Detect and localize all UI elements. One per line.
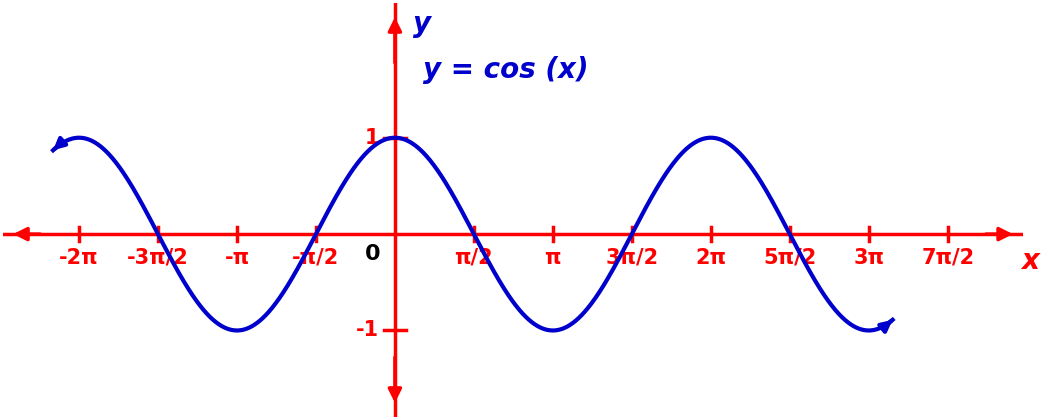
- Text: -1: -1: [355, 320, 379, 341]
- Text: 7π/2: 7π/2: [921, 247, 974, 268]
- Text: 1: 1: [365, 128, 379, 148]
- Text: -3π/2: -3π/2: [127, 247, 189, 268]
- Text: y: y: [413, 10, 430, 39]
- Text: x: x: [1021, 247, 1039, 275]
- Text: π/2: π/2: [454, 247, 493, 268]
- Text: 2π: 2π: [695, 247, 726, 268]
- Text: 3π/2: 3π/2: [605, 247, 659, 268]
- Text: 5π/2: 5π/2: [763, 247, 816, 268]
- Text: 0: 0: [365, 244, 380, 264]
- Text: π: π: [545, 247, 561, 268]
- Text: -π/2: -π/2: [293, 247, 340, 268]
- Text: -2π: -2π: [59, 247, 99, 268]
- Text: y = cos (x): y = cos (x): [423, 56, 588, 84]
- Text: -π: -π: [224, 247, 249, 268]
- Text: 3π: 3π: [853, 247, 885, 268]
